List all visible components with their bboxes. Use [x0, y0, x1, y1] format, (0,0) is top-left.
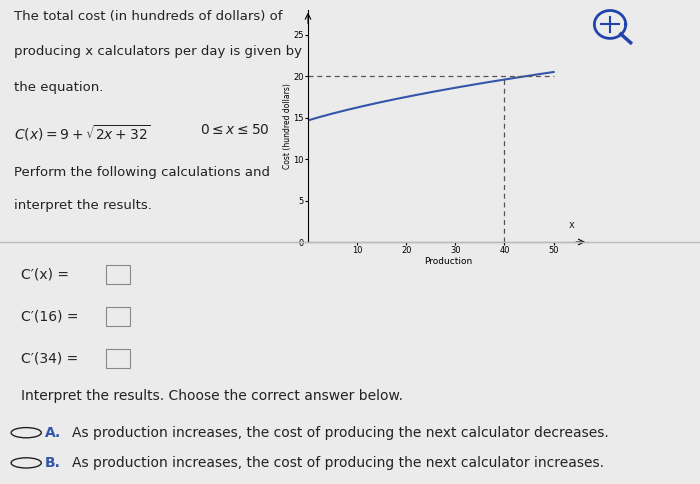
- Y-axis label: Cost (hundred dollars): Cost (hundred dollars): [283, 83, 292, 169]
- Text: the equation.: the equation.: [14, 81, 104, 94]
- Text: Interpret the results. Choose the correct answer below.: Interpret the results. Choose the correc…: [21, 389, 402, 403]
- Text: As production increases, the cost of producing the next calculator decreases.: As production increases, the cost of pro…: [72, 426, 609, 439]
- Text: A.: A.: [45, 426, 61, 439]
- Bar: [106, 349, 130, 368]
- Text: $0\leq x\leq 50$: $0\leq x\leq 50$: [199, 123, 270, 137]
- Text: The total cost (in hundreds of dollars) of: The total cost (in hundreds of dollars) …: [14, 10, 283, 23]
- Circle shape: [11, 427, 41, 438]
- Text: producing x calculators per day is given by: producing x calculators per day is given…: [14, 45, 302, 58]
- Text: x: x: [568, 220, 574, 229]
- Text: Perform the following calculations and: Perform the following calculations and: [14, 166, 270, 179]
- Circle shape: [11, 458, 41, 468]
- Text: C′(34) =: C′(34) =: [21, 351, 78, 365]
- Text: As production increases, the cost of producing the next calculator increases.: As production increases, the cost of pro…: [72, 456, 604, 470]
- Text: interpret the results.: interpret the results.: [14, 199, 152, 212]
- Bar: [106, 265, 130, 284]
- Bar: [106, 307, 130, 326]
- Text: $C(x)=9+\sqrt{2x+32}$: $C(x)=9+\sqrt{2x+32}$: [14, 123, 150, 143]
- Text: C′(16) =: C′(16) =: [21, 310, 78, 323]
- Text: C′(x) =: C′(x) =: [21, 268, 69, 282]
- X-axis label: Production: Production: [424, 257, 472, 266]
- Text: B.: B.: [45, 456, 61, 470]
